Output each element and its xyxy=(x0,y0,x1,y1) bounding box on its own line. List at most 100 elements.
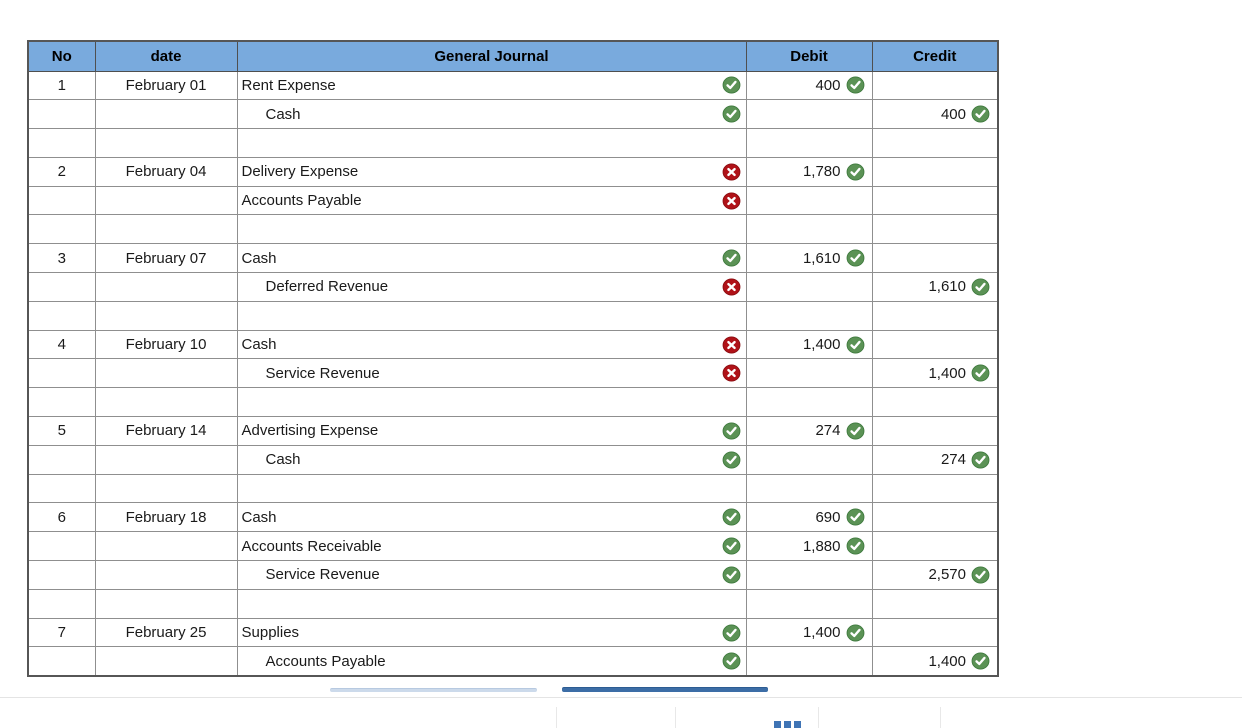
check-icon xyxy=(722,623,741,642)
check-icon xyxy=(846,163,865,181)
entry-date-cell xyxy=(94,387,238,418)
debit-cell xyxy=(745,560,873,590)
account-cell: Cash xyxy=(236,444,747,475)
check-icon xyxy=(722,422,741,440)
check-icon xyxy=(722,537,741,555)
check-icon xyxy=(846,623,865,642)
account-cell xyxy=(236,214,747,245)
credit-amount: 1,400 xyxy=(928,364,966,382)
debit-cell xyxy=(745,300,873,331)
general-journal-panel: No date General Journal Debit Credit 1 Fe… xyxy=(27,40,999,677)
account-label: Service Revenue xyxy=(265,566,380,584)
entry-date-cell xyxy=(94,358,238,389)
general-journal-table: No date General Journal Debit Credit 1 Fe… xyxy=(27,40,999,677)
account-cell: Service Revenue xyxy=(236,560,747,590)
entry-number-cell: 2 xyxy=(27,156,96,187)
check-icon xyxy=(722,508,741,526)
account-label: Cash xyxy=(241,249,277,267)
more-options-button[interactable] xyxy=(774,721,808,728)
check-icon xyxy=(722,76,741,94)
debit-cell xyxy=(745,473,873,504)
entry-number-cell xyxy=(27,387,96,418)
credit-amount: 274 xyxy=(940,451,966,469)
credit-cell xyxy=(871,70,999,101)
entry-number-cell xyxy=(27,300,96,331)
entry-date-cell xyxy=(94,272,238,302)
credit-cell xyxy=(871,300,999,331)
debit-amount: 690 xyxy=(815,508,841,526)
cross-icon xyxy=(722,336,741,354)
credit-cell xyxy=(871,387,999,418)
spacer-row xyxy=(27,588,999,619)
debit-amount: 1,400 xyxy=(802,624,841,642)
debit-amount: 1,780 xyxy=(802,163,841,181)
check-icon xyxy=(846,249,865,267)
account-label: Accounts Receivable xyxy=(241,537,382,555)
debit-amount: 1,400 xyxy=(802,336,841,354)
account-label: Accounts Payable xyxy=(265,652,386,670)
header-date: date xyxy=(94,40,238,72)
credit-cell xyxy=(871,214,999,245)
cross-icon xyxy=(722,278,741,296)
entry-number-cell xyxy=(27,531,96,562)
entry-date-cell: February 04 xyxy=(94,156,238,187)
check-icon xyxy=(971,566,990,584)
journal-entry-row: 6 February 18 Cash 690 xyxy=(27,502,999,533)
check-icon xyxy=(722,652,741,670)
debit-cell: 400 xyxy=(745,70,873,101)
journal-entry-row: 2 February 04 Delivery Expense 1,780 xyxy=(27,156,999,187)
entry-date-cell: February 10 xyxy=(94,329,238,360)
entry-date-cell xyxy=(94,560,238,590)
account-label: Service Revenue xyxy=(265,364,380,382)
credit-cell xyxy=(871,617,999,648)
debit-cell xyxy=(745,387,873,418)
entry-number-cell: 5 xyxy=(27,416,96,446)
account-label: Advertising Expense xyxy=(241,422,379,440)
entry-number-cell: 3 xyxy=(27,243,96,274)
toolbar-divider xyxy=(556,707,557,728)
horizontal-scrollbar-thumb-light[interactable] xyxy=(330,688,537,692)
credit-amount: 400 xyxy=(940,105,966,123)
debit-cell xyxy=(745,185,873,216)
entry-date-cell xyxy=(94,531,238,562)
entry-date-cell xyxy=(94,588,238,619)
debit-amount: 400 xyxy=(815,76,841,94)
account-cell: Cash xyxy=(236,502,747,533)
ellipsis-icon xyxy=(794,721,801,728)
credit-cell: 1,610 xyxy=(871,272,999,302)
check-icon xyxy=(846,76,865,94)
entry-date-cell: February 14 xyxy=(94,416,238,446)
journal-entry-row: Deferred Revenue 1,610 xyxy=(27,272,999,302)
credit-cell: 1,400 xyxy=(871,646,999,677)
journal-entry-row: Accounts Receivable 1,880 xyxy=(27,531,999,562)
debit-amount: 1,610 xyxy=(802,249,841,267)
debit-cell: 274 xyxy=(745,416,873,446)
entry-number-cell xyxy=(27,185,96,216)
journal-table-body: 1 February 01 Rent Expense 400 Cash 400 2 Febru… xyxy=(27,70,999,677)
debit-cell: 1,400 xyxy=(745,329,873,360)
credit-cell: 1,400 xyxy=(871,358,999,389)
account-cell xyxy=(236,128,747,158)
entry-date-cell xyxy=(94,300,238,331)
account-cell: Supplies xyxy=(236,617,747,648)
account-cell: Rent Expense xyxy=(236,70,747,101)
debit-cell xyxy=(745,128,873,158)
ellipsis-icon xyxy=(784,721,791,728)
entry-date-cell: February 18 xyxy=(94,502,238,533)
horizontal-scrollbar-thumb-dark[interactable] xyxy=(562,687,768,692)
check-icon xyxy=(722,249,741,267)
check-icon xyxy=(846,508,865,526)
account-label: Cash xyxy=(241,336,277,354)
debit-cell xyxy=(745,444,873,475)
entry-date-cell xyxy=(94,444,238,475)
debit-amount: 274 xyxy=(815,422,841,440)
account-cell: Cash xyxy=(236,243,747,274)
journal-entry-row: 5 February 14 Advertising Expense 274 xyxy=(27,416,999,446)
entry-date-cell: February 07 xyxy=(94,243,238,274)
credit-cell xyxy=(871,473,999,504)
check-icon xyxy=(846,336,865,354)
debit-amount: 1,880 xyxy=(802,537,841,555)
entry-date-cell xyxy=(94,99,238,130)
check-icon xyxy=(971,278,990,296)
spacer-row xyxy=(27,300,999,331)
